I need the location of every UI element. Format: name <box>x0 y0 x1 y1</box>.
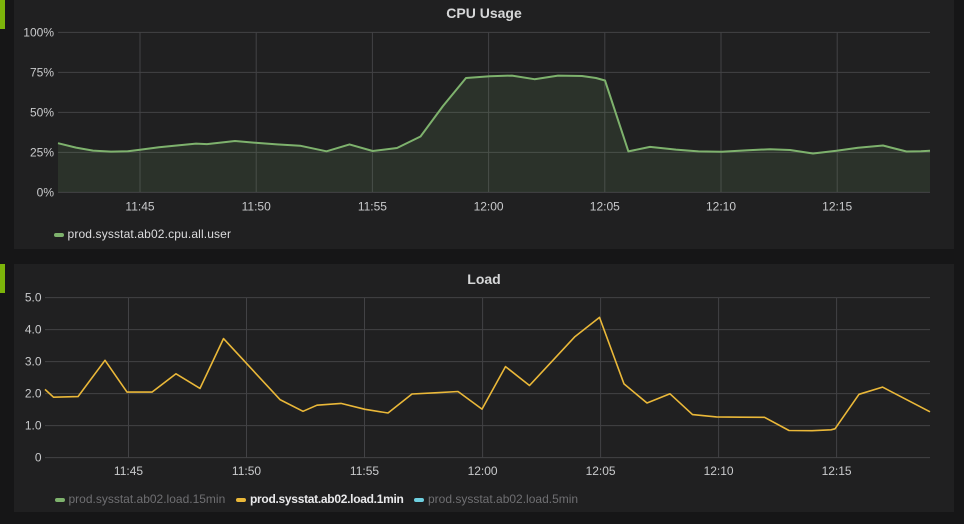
svg-text:12:00: 12:00 <box>468 464 498 478</box>
svg-text:0: 0 <box>35 451 42 465</box>
svg-text:2.0: 2.0 <box>25 387 42 401</box>
svg-text:25%: 25% <box>30 145 54 159</box>
svg-text:12:10: 12:10 <box>704 464 734 478</box>
svg-text:100%: 100% <box>23 25 54 39</box>
svg-text:11:55: 11:55 <box>358 200 387 214</box>
svg-text:11:45: 11:45 <box>114 464 143 478</box>
svg-text:12:00: 12:00 <box>474 200 504 214</box>
svg-text:12:05: 12:05 <box>590 200 620 214</box>
svg-text:11:45: 11:45 <box>125 200 154 214</box>
svg-text:12:15: 12:15 <box>822 464 852 478</box>
svg-text:1.0: 1.0 <box>25 419 42 433</box>
svg-text:75%: 75% <box>30 65 54 79</box>
svg-text:11:55: 11:55 <box>350 464 379 478</box>
svg-text:0%: 0% <box>37 185 55 199</box>
svg-text:12:10: 12:10 <box>706 200 736 214</box>
svg-text:12:05: 12:05 <box>586 464 616 478</box>
svg-text:5.0: 5.0 <box>25 291 42 305</box>
svg-text:11:50: 11:50 <box>242 200 271 214</box>
svg-text:3.0: 3.0 <box>25 355 42 369</box>
svg-text:11:50: 11:50 <box>232 464 261 478</box>
svg-text:50%: 50% <box>30 105 54 119</box>
svg-text:12:15: 12:15 <box>822 200 852 214</box>
svg-text:4.0: 4.0 <box>25 323 42 337</box>
